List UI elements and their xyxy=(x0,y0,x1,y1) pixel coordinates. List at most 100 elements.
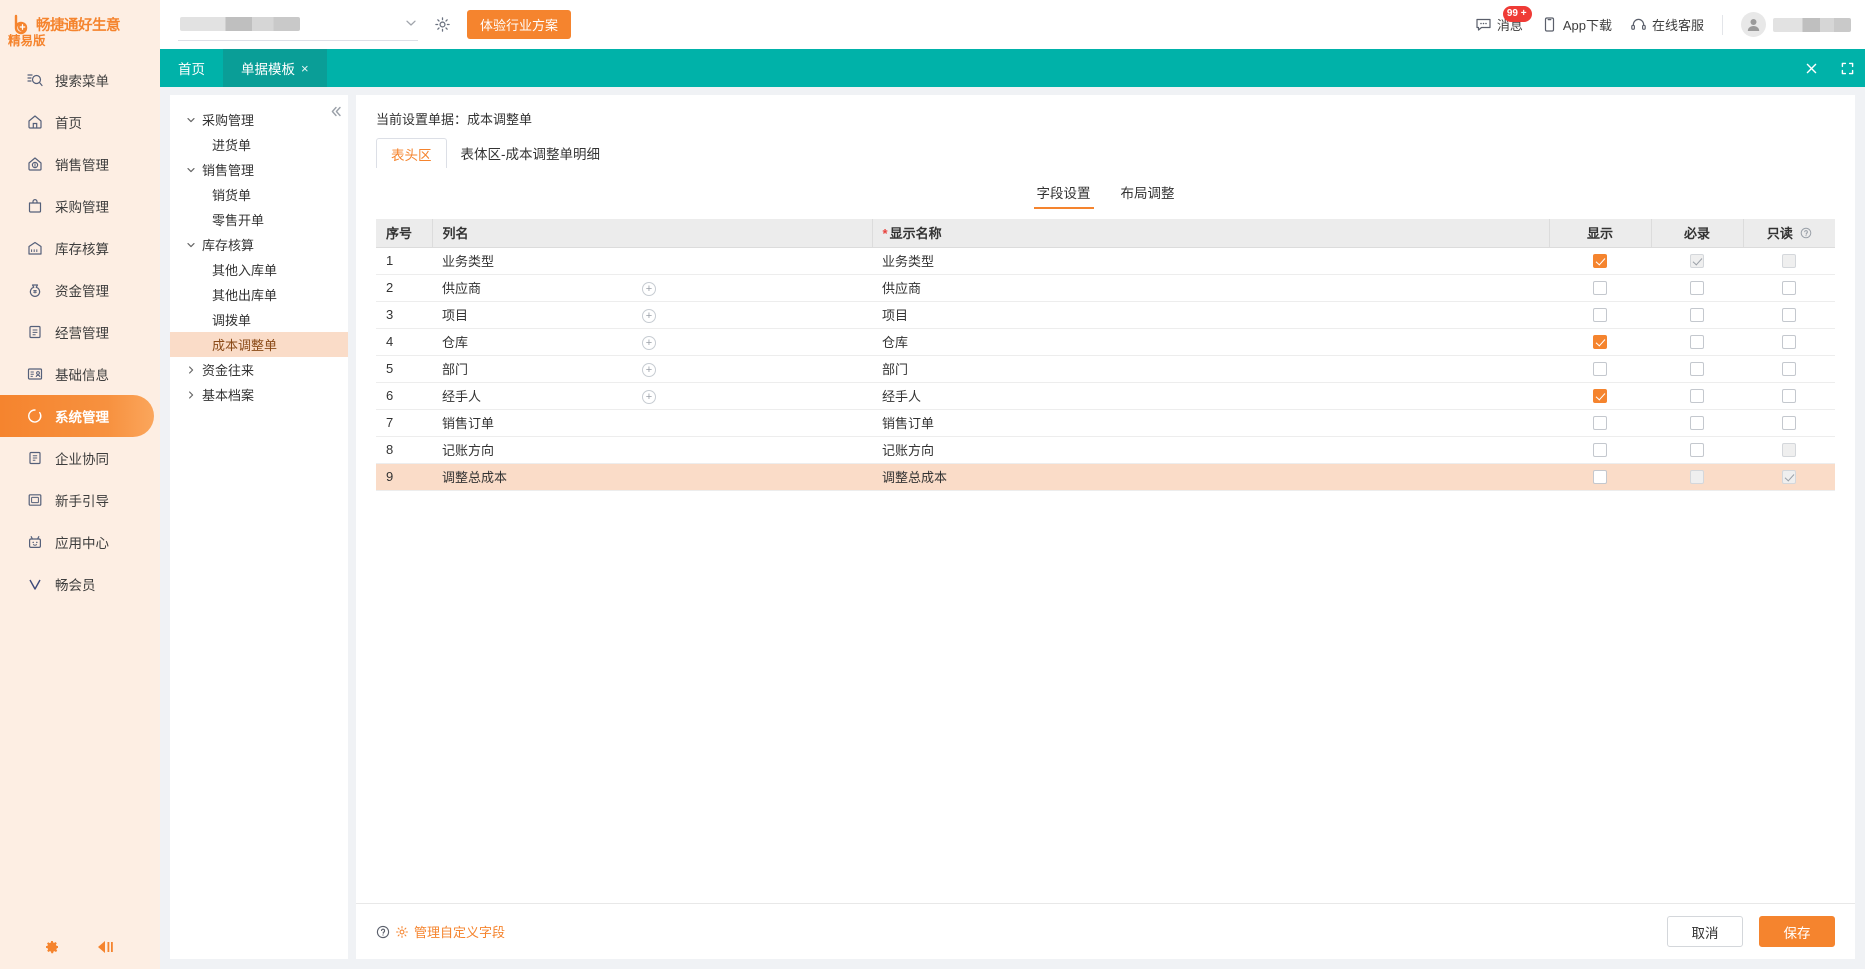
tree-leaf-other-inbound[interactable]: 其他入库单 xyxy=(170,257,348,282)
cell-readonly[interactable] xyxy=(1743,328,1835,356)
tree-group-inventory[interactable]: 库存核算 xyxy=(170,232,348,257)
close-icon[interactable] xyxy=(1793,49,1829,87)
table-row[interactable]: 6 经手人 + 经手人 xyxy=(376,382,1835,410)
cell-display-name[interactable]: 经手人 xyxy=(872,382,1549,410)
cell-show[interactable] xyxy=(1549,274,1651,302)
required-checkbox[interactable] xyxy=(1690,389,1704,404)
required-checkbox[interactable] xyxy=(1690,281,1704,296)
required-checkbox[interactable] xyxy=(1690,335,1704,350)
sidebar-item-system-settings[interactable]: 系统管理 xyxy=(0,395,154,437)
required-checkbox[interactable] xyxy=(1690,308,1704,323)
cell-required[interactable] xyxy=(1651,301,1743,329)
cell-show[interactable] xyxy=(1549,382,1651,410)
cell-display-name[interactable]: 记账方向 xyxy=(872,436,1549,464)
tree-leaf-transfer-order[interactable]: 调拨单 xyxy=(170,307,348,332)
sidebar-item-sales[interactable]: 销售管理 xyxy=(0,143,160,185)
cell-required[interactable] xyxy=(1651,328,1743,356)
sidebar-item-vip[interactable]: 畅会员 xyxy=(0,563,160,605)
cell-readonly[interactable] xyxy=(1743,463,1835,491)
tab-header-area[interactable]: 表头区 xyxy=(376,138,447,168)
show-checkbox[interactable] xyxy=(1593,308,1607,323)
required-checkbox[interactable] xyxy=(1690,254,1704,269)
close-icon[interactable]: × xyxy=(301,60,309,76)
cell-required[interactable] xyxy=(1651,463,1743,491)
readonly-checkbox[interactable] xyxy=(1782,362,1796,377)
cell-display-name[interactable]: 销售订单 xyxy=(872,409,1549,437)
tree-leaf-cost-adjustment[interactable]: 成本调整单 xyxy=(170,332,348,357)
cell-required[interactable] xyxy=(1651,274,1743,302)
add-icon[interactable]: + xyxy=(642,308,656,323)
sidebar-item-purchase[interactable]: 采购管理 xyxy=(0,185,160,227)
sidebar-item-app-center[interactable]: 应用中心 xyxy=(0,521,160,563)
readonly-checkbox[interactable] xyxy=(1782,389,1796,404)
cell-display-name[interactable]: 调整总成本 xyxy=(872,463,1549,491)
required-checkbox[interactable] xyxy=(1690,443,1704,458)
add-icon[interactable]: + xyxy=(642,335,656,350)
add-icon[interactable]: + xyxy=(642,281,656,296)
tree-leaf-purchase-order[interactable]: 进货单 xyxy=(170,132,348,157)
table-row[interactable]: 9 调整总成本 调整总成本 xyxy=(376,463,1835,491)
sidebar-item-collaboration[interactable]: 企业协同 xyxy=(0,437,160,479)
cell-required[interactable] xyxy=(1651,436,1743,464)
table-row[interactable]: 4 仓库 + 仓库 xyxy=(376,328,1835,356)
cell-required[interactable] xyxy=(1651,382,1743,410)
tree-group-purchase[interactable]: 采购管理 xyxy=(170,107,348,132)
user-profile[interactable] xyxy=(1741,12,1851,37)
required-checkbox[interactable] xyxy=(1690,362,1704,377)
readonly-checkbox[interactable] xyxy=(1782,308,1796,323)
show-checkbox[interactable] xyxy=(1593,254,1607,269)
cancel-button[interactable]: 取消 xyxy=(1667,916,1743,947)
cell-display-name[interactable]: 供应商 xyxy=(872,274,1549,302)
gear-icon[interactable] xyxy=(434,16,451,33)
add-icon[interactable]: + xyxy=(642,362,656,377)
tree-group-fund-transactions[interactable]: 资金往来 xyxy=(170,357,348,382)
tab-body-area[interactable]: 表体区-成本调整单明细 xyxy=(447,138,615,168)
cell-readonly[interactable] xyxy=(1743,355,1835,383)
cell-display-name[interactable]: 部门 xyxy=(872,355,1549,383)
readonly-checkbox[interactable] xyxy=(1782,416,1796,431)
cell-show[interactable] xyxy=(1549,409,1651,437)
tree-leaf-other-outbound[interactable]: 其他出库单 xyxy=(170,282,348,307)
readonly-checkbox[interactable] xyxy=(1782,335,1796,350)
subtab-field-settings[interactable]: 字段设置 xyxy=(1033,182,1094,209)
required-checkbox[interactable] xyxy=(1690,470,1704,485)
online-service-link[interactable]: 在线客服 xyxy=(1630,15,1704,34)
show-checkbox[interactable] xyxy=(1593,470,1607,485)
tree-group-sales[interactable]: 销售管理 xyxy=(170,157,348,182)
cell-show[interactable] xyxy=(1549,328,1651,356)
cell-display-name[interactable]: 项目 xyxy=(872,301,1549,329)
cell-show[interactable] xyxy=(1549,436,1651,464)
readonly-checkbox[interactable] xyxy=(1782,443,1796,458)
cell-show[interactable] xyxy=(1549,463,1651,491)
sidebar-item-search-menu[interactable]: 搜索菜单 xyxy=(0,59,160,101)
tab-home[interactable]: 首页 xyxy=(160,49,223,87)
question-icon[interactable] xyxy=(1796,227,1812,242)
messages-link[interactable]: 消息 99 + xyxy=(1475,6,1532,34)
tree-group-basic-archive[interactable]: 基本档案 xyxy=(170,382,348,407)
required-checkbox[interactable] xyxy=(1690,416,1704,431)
cell-display-name[interactable]: 仓库 xyxy=(872,328,1549,356)
fullscreen-icon[interactable] xyxy=(1829,49,1865,87)
show-checkbox[interactable] xyxy=(1593,281,1607,296)
table-row[interactable]: 1 业务类型 业务类型 xyxy=(376,247,1835,275)
table-row[interactable]: 5 部门 + 部门 xyxy=(376,355,1835,383)
show-checkbox[interactable] xyxy=(1593,362,1607,377)
cell-display-name[interactable]: 业务类型 xyxy=(872,247,1549,275)
show-checkbox[interactable] xyxy=(1593,416,1607,431)
cell-readonly[interactable] xyxy=(1743,274,1835,302)
cell-required[interactable] xyxy=(1651,247,1743,275)
save-button[interactable]: 保存 xyxy=(1759,916,1835,947)
sidebar-item-operation[interactable]: 经营管理 xyxy=(0,311,160,353)
cell-show[interactable] xyxy=(1549,355,1651,383)
app-download-link[interactable]: App下载 xyxy=(1541,15,1612,34)
readonly-checkbox[interactable] xyxy=(1782,254,1796,269)
cell-readonly[interactable] xyxy=(1743,436,1835,464)
show-checkbox[interactable] xyxy=(1593,335,1607,350)
readonly-checkbox[interactable] xyxy=(1782,281,1796,296)
chevron-down-icon[interactable] xyxy=(404,16,418,33)
sidebar-item-inventory[interactable]: 库存核算 xyxy=(0,227,160,269)
sidebar-item-fund[interactable]: 资金管理 xyxy=(0,269,160,311)
add-icon[interactable]: + xyxy=(642,389,656,404)
table-row[interactable]: 7 销售订单 销售订单 xyxy=(376,409,1835,437)
cell-show[interactable] xyxy=(1549,247,1651,275)
